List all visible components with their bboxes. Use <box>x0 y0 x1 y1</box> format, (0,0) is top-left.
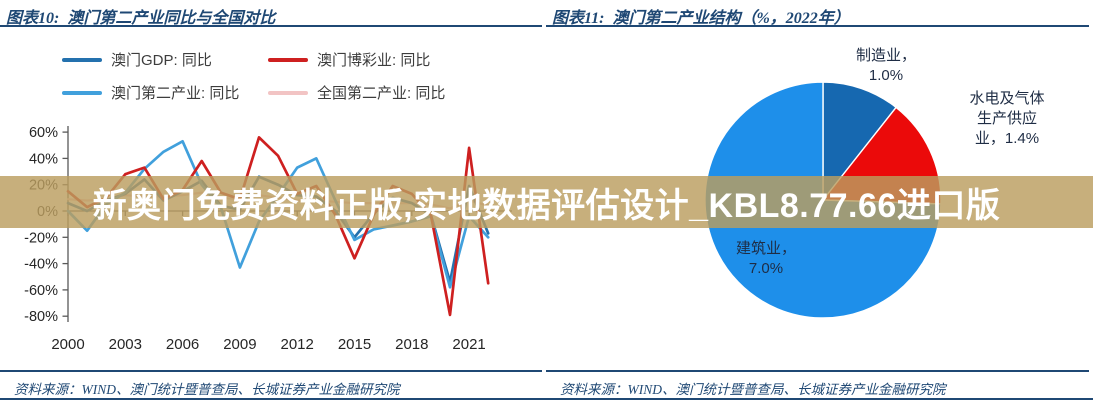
chart-legend: 澳门GDP: 同比 澳门博彩业: 同比澳门第二产业: 同比 全国第二产业: 同比 <box>62 49 445 103</box>
y-tick-label: 40% <box>29 151 58 167</box>
x-tick-label: 2009 <box>223 336 256 353</box>
legend-label-macau-secondary: 澳门第二产业: 同比 <box>111 85 240 102</box>
x-tick-label: 2006 <box>166 336 199 353</box>
figure-11-title: 澳门第二产业结构（%，2022年） <box>612 10 850 27</box>
y-tick-label: -20% <box>24 230 58 246</box>
legend-item-macau-gdp: 澳门GDP: 同比 <box>62 49 268 70</box>
legend-swatch-macau-gaming <box>268 57 308 62</box>
legend-label-national-secondary: 全国第二产业: 同比 <box>317 85 446 102</box>
y-tick-label: -40% <box>24 257 58 273</box>
pie-label-line: 水电及气体 <box>969 90 1045 107</box>
legend-swatch-macau-secondary <box>62 90 102 95</box>
pie-label-line: 生产供应 <box>976 110 1037 127</box>
legend-item-national-secondary: 全国第二产业: 同比 <box>268 82 445 103</box>
pie-label-line: 7.0% <box>748 260 784 277</box>
pie-slice-manufacturing <box>822 81 898 203</box>
watermark-band: 新奥门免费资料正版,实地数据评估设计_KBL8.77.66进口版 <box>0 176 1093 228</box>
figure-10-label: 图表10: <box>6 10 60 27</box>
x-tick-label: 2015 <box>338 336 371 353</box>
x-tick-label: 2003 <box>109 336 142 353</box>
figure-10-source: 资料来源：WIND、澳门统计暨普查局、长城证券产业金融研究院 <box>0 370 542 398</box>
y-tick-label: -60% <box>24 283 58 299</box>
legend-label-macau-gaming: 澳门博彩业: 同比 <box>317 52 431 69</box>
figure-11-header: 图表11: 澳门第二产业结构（%，2022年） <box>546 0 1089 27</box>
pie-label-utilities: 水电及气体生产供应业，1.4% <box>942 89 1072 149</box>
pie-label-construction: 建筑业， 7.0% <box>716 239 816 279</box>
y-tick-label: 60% <box>29 125 58 141</box>
pie-label-line: 1.0% <box>868 67 904 84</box>
pie-label-manufacturing: 制造业， 1.0% <box>838 46 934 86</box>
pie-label-line: 制造业， <box>855 47 916 64</box>
x-tick-label: 2021 <box>452 336 485 353</box>
pie-label-line: 建筑业， <box>735 240 796 257</box>
figure-10-header: 图表10: 澳门第二产业同比与全国对比 <box>0 0 542 27</box>
x-tick-label: 2012 <box>281 336 314 353</box>
legend-label-macau-gdp: 澳门GDP: 同比 <box>111 52 212 69</box>
y-tick-label: -80% <box>24 309 58 325</box>
x-tick-label: 2018 <box>395 336 428 353</box>
legend-item-macau-gaming: 澳门博彩业: 同比 <box>268 49 445 70</box>
pie-label-line: 业，1.4% <box>974 130 1040 147</box>
watermark-text: 新奥门免费资料正版,实地数据评估设计_KBL8.77.66进口版 <box>92 186 1001 225</box>
x-tick-label: 2000 <box>51 336 84 353</box>
figure-11-label: 图表11: <box>552 10 605 27</box>
legend-swatch-national-secondary <box>268 90 308 95</box>
figure-11-source: 资料来源：WIND、澳门统计暨普查局、长城证券产业金融研究院 <box>546 370 1089 398</box>
bottom-rule <box>0 398 1093 400</box>
legend-swatch-macau-gdp <box>62 57 102 62</box>
legend-item-macau-secondary: 澳门第二产业: 同比 <box>62 82 268 103</box>
figure-10-title: 澳门第二产业同比与全国对比 <box>67 10 276 27</box>
